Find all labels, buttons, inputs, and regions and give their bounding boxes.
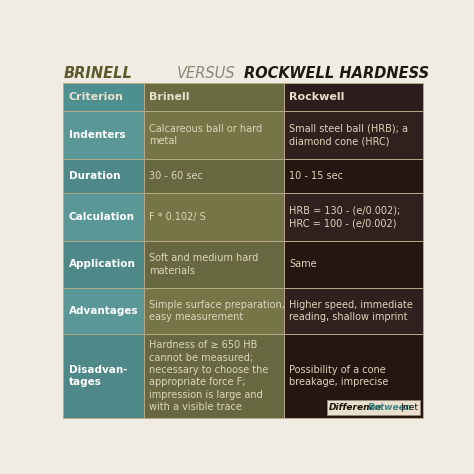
Text: Soft and medium hard
materials: Soft and medium hard materials [149, 253, 259, 276]
Bar [283, 159, 423, 193]
Text: Criterion: Criterion [69, 92, 123, 102]
Text: Hardness of ≥ 650 HB
cannot be measured;
necessary to choose the
appropriate for: Hardness of ≥ 650 HB cannot be measured;… [149, 340, 269, 412]
Bar [63, 288, 144, 334]
Text: Indenters: Indenters [69, 130, 125, 140]
Text: Simple surface preparation,
easy measurement: Simple surface preparation, easy measure… [149, 300, 285, 322]
Bar [63, 334, 144, 418]
Text: 10 - 15 sec: 10 - 15 sec [289, 171, 343, 181]
Bar [144, 288, 283, 334]
Text: Application: Application [69, 259, 136, 270]
Text: Possibility of a cone
breakage, imprecise: Possibility of a cone breakage, imprecis… [289, 365, 388, 387]
Bar [283, 334, 423, 418]
Bar [63, 193, 144, 241]
Text: Disadvan-
tages: Disadvan- tages [69, 365, 127, 387]
Text: F * 0.102/ S: F * 0.102/ S [149, 212, 206, 222]
Text: ROCKWELL HARDNESS: ROCKWELL HARDNESS [244, 66, 429, 81]
Text: Calculation: Calculation [69, 212, 135, 222]
Bar [144, 193, 283, 241]
Text: VERSUS: VERSUS [177, 66, 236, 81]
Bar [144, 83, 283, 111]
Bar [63, 111, 144, 159]
Bar [63, 241, 144, 288]
Bar [144, 111, 283, 159]
Text: |net: |net [401, 403, 419, 412]
Bar [283, 241, 423, 288]
Bar [144, 159, 283, 193]
Text: Difference: Difference [329, 403, 382, 412]
Text: Between: Between [368, 403, 412, 412]
Bar [327, 400, 419, 415]
Bar [283, 111, 423, 159]
Text: Higher speed, immediate
reading, shallow imprint: Higher speed, immediate reading, shallow… [289, 300, 413, 322]
Text: Duration: Duration [69, 171, 120, 181]
Text: BRINELL: BRINELL [64, 66, 133, 81]
Bar [144, 241, 283, 288]
Text: HRB = 130 - (e/0.002);
HRC = 100 - (e/0.002): HRB = 130 - (e/0.002); HRC = 100 - (e/0.… [289, 206, 400, 228]
Text: Same: Same [289, 259, 317, 270]
Text: Brinell: Brinell [149, 92, 190, 102]
Text: Advantages: Advantages [69, 306, 138, 316]
Bar [63, 159, 144, 193]
Bar [63, 83, 144, 111]
Text: Rockwell: Rockwell [289, 92, 344, 102]
Bar [144, 334, 283, 418]
Text: Small steel ball (HRB); a
diamond cone (HRC): Small steel ball (HRB); a diamond cone (… [289, 124, 408, 146]
Text: 30 - 60 sec: 30 - 60 sec [149, 171, 203, 181]
Text: Calcareous ball or hard
metal: Calcareous ball or hard metal [149, 124, 263, 146]
Bar [283, 288, 423, 334]
Bar [283, 193, 423, 241]
Bar [283, 83, 423, 111]
